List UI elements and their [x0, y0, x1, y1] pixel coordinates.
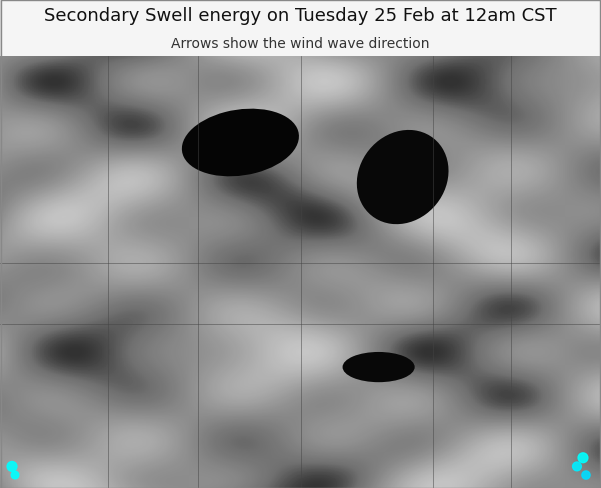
Text: Arrows show the wind wave direction: Arrows show the wind wave direction [171, 37, 430, 51]
Ellipse shape [357, 130, 448, 224]
Point [10, 471, 20, 479]
Ellipse shape [182, 109, 299, 176]
Ellipse shape [343, 352, 415, 382]
Text: Secondary Swell energy on Tuesday 25 Feb at 12am CST: Secondary Swell energy on Tuesday 25 Feb… [44, 7, 557, 25]
Point [581, 471, 591, 479]
Point [572, 463, 582, 470]
Point [578, 454, 588, 462]
Point [7, 463, 17, 470]
